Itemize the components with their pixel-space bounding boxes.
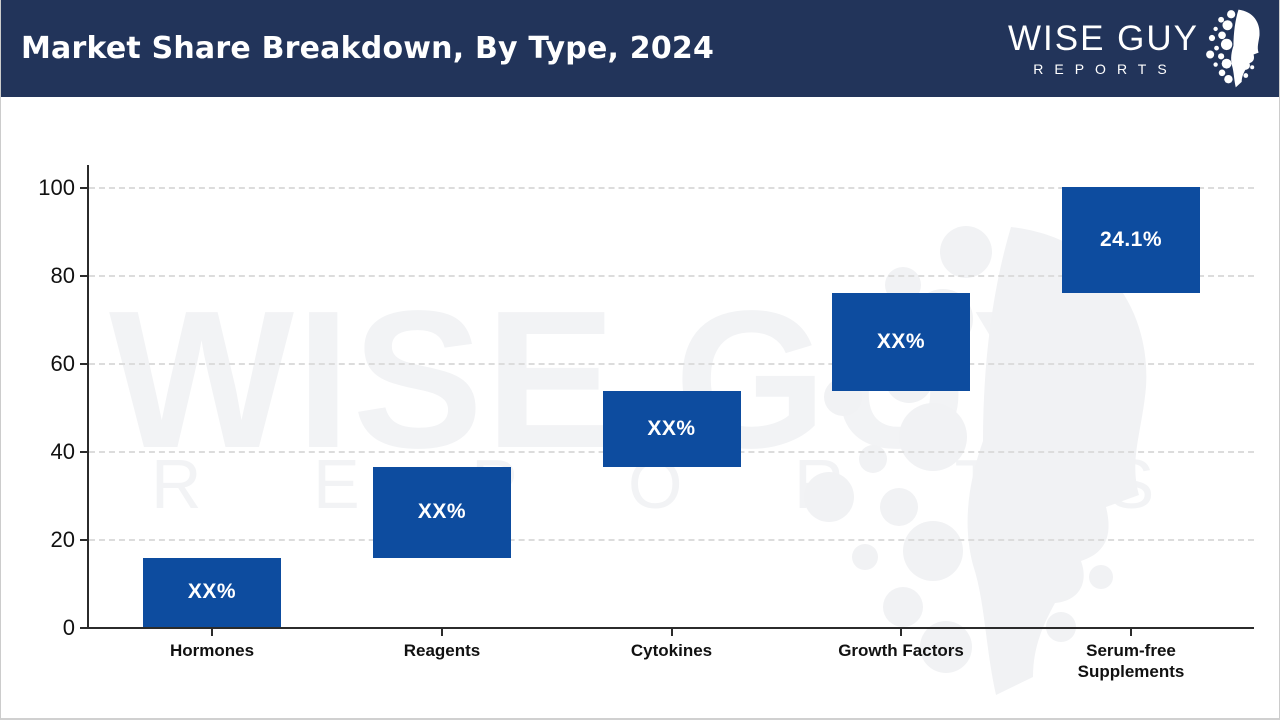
gridline-y80 bbox=[89, 275, 1254, 277]
logo-wordmark-line1: WISE GUY bbox=[1007, 19, 1199, 58]
brand-logo: WISE GUY REPORTS bbox=[1008, 6, 1265, 92]
y-tick-label-0: 0 bbox=[62, 615, 75, 640]
x-tick-3 bbox=[670, 629, 673, 636]
y-tick-100 bbox=[80, 187, 87, 189]
x-category-label: Growth Factors bbox=[838, 641, 964, 660]
bar-value-label: XX% bbox=[417, 500, 467, 524]
y-tick-60 bbox=[80, 363, 87, 365]
x-tick-2 bbox=[441, 629, 443, 636]
bar-hormones: XX% bbox=[143, 557, 281, 627]
gridline-y60 bbox=[89, 363, 1254, 365]
x-category-label: Reagents bbox=[403, 641, 481, 660]
y-tick-label-40: 40 bbox=[50, 439, 75, 464]
bar-cytokines: XX% bbox=[602, 391, 741, 467]
logo-wordmark: WISE GUY REPORTS bbox=[1008, 21, 1199, 76]
bar-serum-free-supplements: 24.1% bbox=[1062, 187, 1200, 294]
bar-value-label: XX% bbox=[187, 580, 237, 604]
bar-value-label: XX% bbox=[647, 416, 696, 440]
y-tick-20 bbox=[80, 539, 87, 541]
y-tick-label-20: 20 bbox=[50, 527, 75, 552]
chart-title: Market Share Breakdown, By Type, 2024 bbox=[21, 31, 715, 66]
x-category-label: Hormones bbox=[169, 641, 255, 660]
x-tick-5 bbox=[1130, 629, 1132, 636]
y-tick-label-100: 100 bbox=[38, 175, 75, 200]
x-category-label: Serum-free Supplements bbox=[1077, 641, 1185, 682]
logo-wordmark-line2: REPORTS bbox=[1033, 61, 1178, 77]
x-tick-4 bbox=[900, 629, 902, 636]
y-tick-label-60: 60 bbox=[50, 351, 75, 376]
x-tick-1 bbox=[211, 629, 213, 636]
x-category-label: Cytokines bbox=[630, 641, 713, 660]
bar-value-label: 24.1% bbox=[1099, 228, 1163, 252]
y-tick-40 bbox=[80, 451, 87, 453]
x-axis-line bbox=[87, 627, 1254, 629]
bar-reagents: XX% bbox=[373, 466, 511, 558]
y-tick-label-80: 80 bbox=[50, 263, 75, 288]
y-tick-80 bbox=[80, 275, 87, 277]
y-tick-0 bbox=[80, 627, 87, 629]
bar-growth-factors: XX% bbox=[832, 293, 970, 392]
logo-head-icon bbox=[1206, 9, 1260, 87]
gridline-y100 bbox=[89, 187, 1254, 189]
chart-area: WISE GUY R E P O R T S 0 20 40 60 80 100 XX% Ho… bbox=[1, 97, 1279, 718]
y-axis-line bbox=[87, 165, 89, 629]
header-bar: Market Share Breakdown, By Type, 2024 WI… bbox=[1, 0, 1279, 97]
bar-value-label: XX% bbox=[876, 330, 926, 354]
gridline-y20 bbox=[89, 539, 1254, 541]
